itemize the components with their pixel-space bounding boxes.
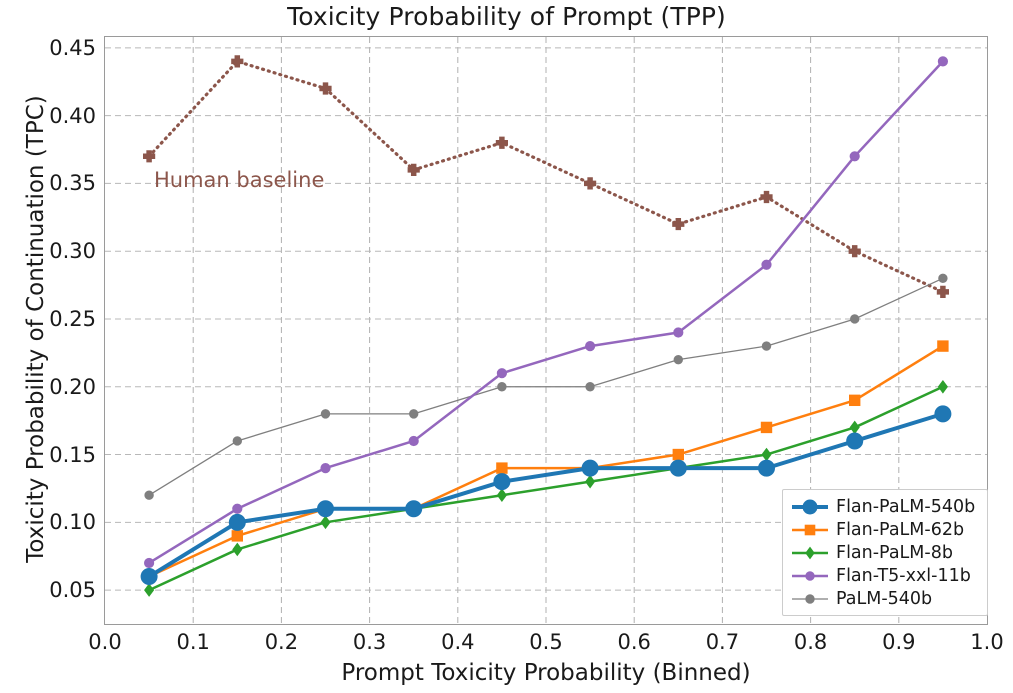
x-axis-tick-labels: 0.0 0.1 0.2 0.3 0.4 0.5 0.6 0.7 0.8 0.9 1.0	[0, 630, 1013, 660]
grid-lines	[105, 37, 987, 624]
y-tick-label: 0.45	[49, 35, 96, 60]
y-tick-label: 0.40	[49, 103, 96, 128]
y-tick-label: 0.35	[49, 171, 96, 196]
plot-area	[104, 36, 988, 625]
y-tick-label: 0.25	[49, 306, 96, 331]
x-tick-label: 0.6	[617, 630, 651, 654]
series-markers	[140, 55, 952, 597]
legend-swatch-icon	[790, 497, 830, 517]
x-tick-label: 0.9	[882, 630, 916, 654]
legend-item-label: Flan-T5-xxl-11b	[836, 565, 971, 586]
legend-item-flan-palm-8b[interactable]: Flan-PaLM-8b	[790, 541, 980, 564]
legend-item-flan-t5-xxl-11b[interactable]: Flan-T5-xxl-11b	[790, 564, 980, 587]
legend-item-palm-540b[interactable]: PaLM-540b	[790, 587, 980, 610]
legend-swatch-icon	[790, 589, 830, 609]
human-baseline-annotation: Human baseline	[154, 168, 325, 192]
x-tick-label: 0.7	[705, 630, 740, 654]
legend-item-label: PaLM-540b	[836, 588, 933, 609]
x-tick-label: 0.0	[88, 630, 122, 654]
y-tick-label: 0.05	[49, 578, 96, 603]
plot-svg	[105, 37, 987, 624]
y-axis-tick-labels: 0.05 0.10 0.15 0.20 0.25 0.30 0.35 0.40 0.45	[0, 0, 96, 693]
series-lines	[147, 59, 945, 592]
legend-swatch-icon	[790, 543, 830, 563]
legend-item-label: Flan-PaLM-62b	[836, 519, 965, 540]
legend-item-label: Flan-PaLM-8b	[836, 542, 953, 563]
legend-swatch-icon	[790, 520, 830, 540]
page-title: Toxicity Probability of Prompt (TPP)	[287, 2, 726, 31]
legend-item-flan-palm-62b[interactable]: Flan-PaLM-62b	[790, 518, 980, 541]
legend-item-label: Flan-PaLM-540b	[836, 496, 976, 517]
x-tick-label: 0.8	[793, 630, 828, 654]
x-tick-label: 0.5	[529, 630, 563, 654]
x-axis-label: Prompt Toxicity Probability (Binned)	[341, 660, 751, 686]
legend-swatch-icon	[790, 566, 830, 586]
x-tick-label: 0.4	[441, 630, 475, 654]
x-tick-label: 0.3	[352, 630, 387, 654]
x-tick-label: 0.2	[264, 630, 299, 654]
y-tick-label: 0.20	[49, 374, 96, 399]
y-tick-label: 0.30	[49, 239, 96, 264]
legend-item-flan-palm-540b[interactable]: Flan-PaLM-540b	[790, 495, 980, 518]
chart-legend: Flan-PaLM-540b Flan-PaLM-62b Flan-PaLM-8b F…	[782, 489, 988, 616]
x-tick-label: 0.1	[176, 630, 210, 654]
y-tick-label: 0.15	[49, 442, 96, 467]
x-tick-label: 1.0	[970, 630, 1004, 654]
y-tick-label: 0.10	[49, 510, 96, 535]
